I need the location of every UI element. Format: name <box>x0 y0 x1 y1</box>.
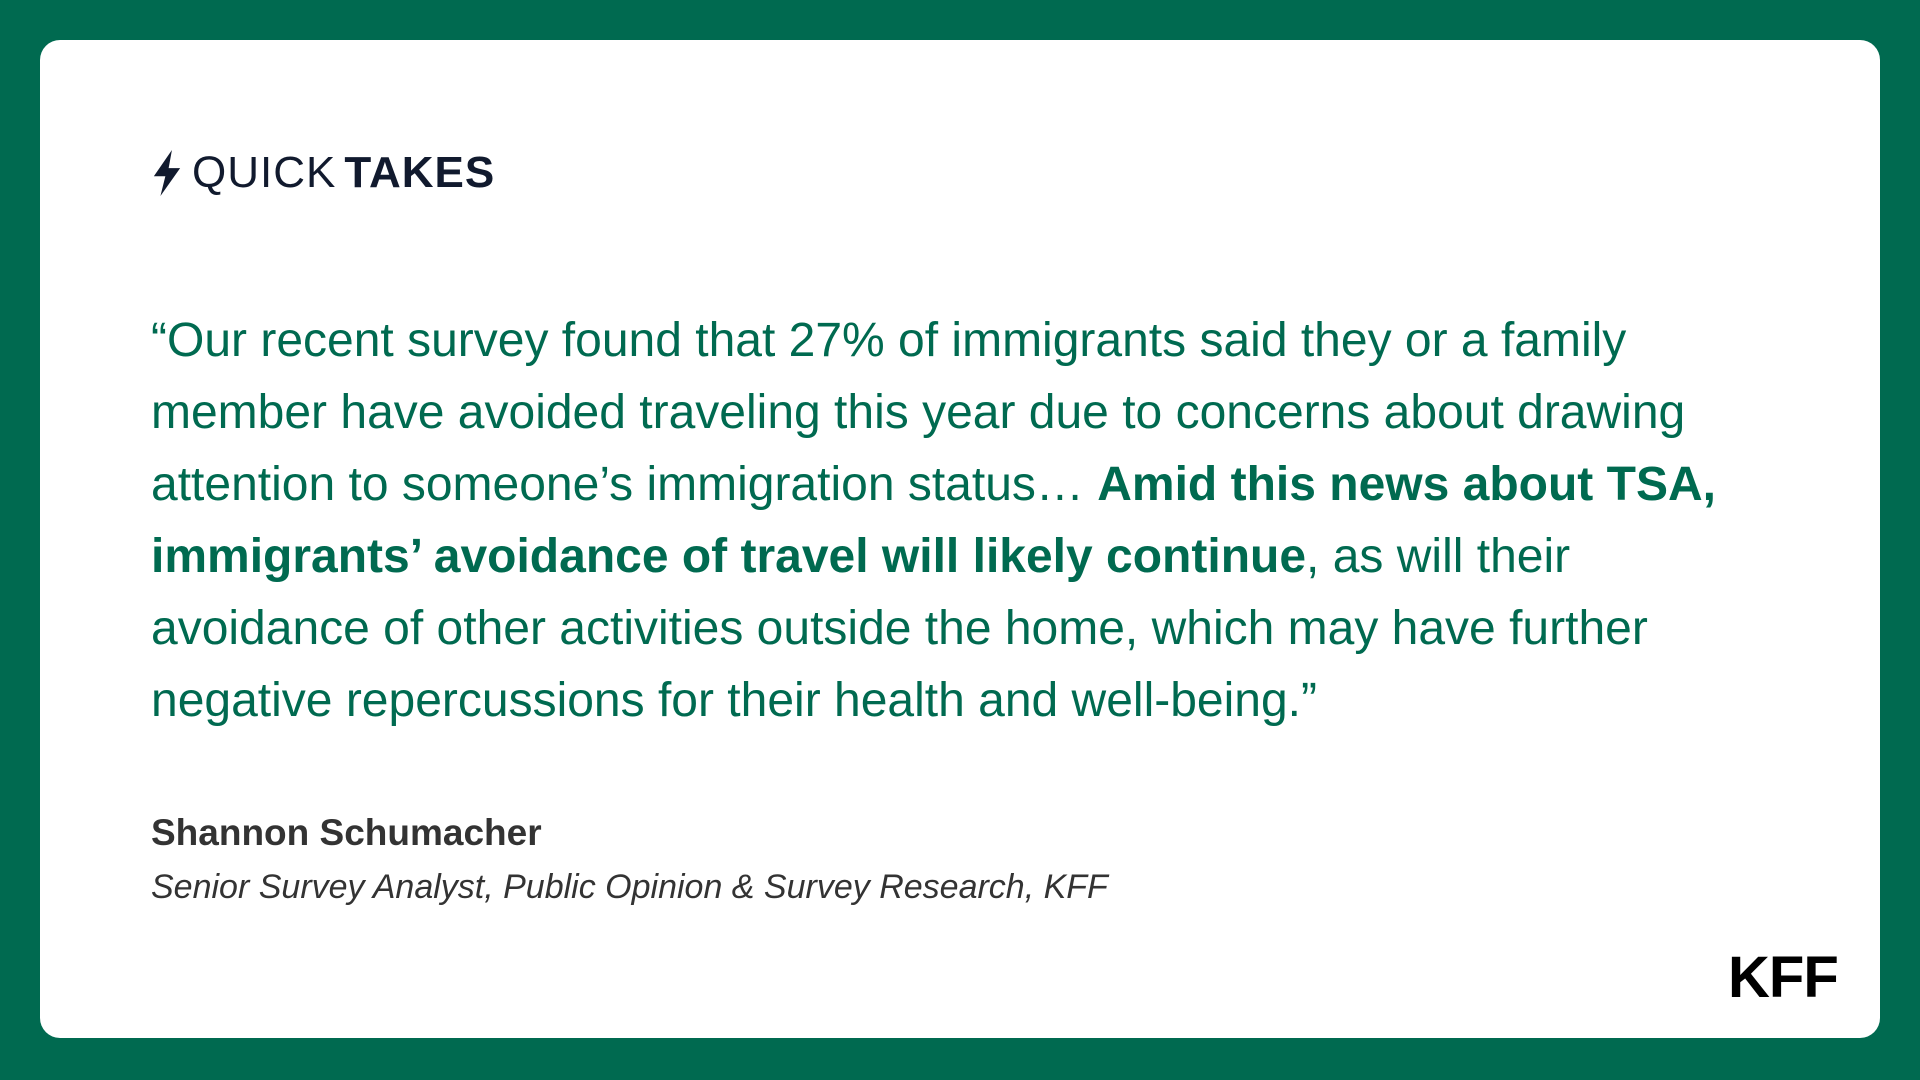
header: QUICK TAKES <box>150 148 495 198</box>
quote: “Our recent survey found that 27% of imm… <box>151 305 1791 737</box>
bolt-icon <box>153 150 181 196</box>
header-title-light: QUICK <box>192 148 337 197</box>
quote-text: , as will their avoidance of other activ… <box>151 530 1648 727</box>
author-role: Senior Survey Analyst, Public Opinion & … <box>151 868 1108 906</box>
logo: KFF <box>1728 945 1839 1010</box>
author-name: Shannon Schumacher <box>151 812 542 853</box>
quote-text: “Our recent survey found that 27% of imm… <box>151 314 1686 511</box>
header-title-bold: TAKES <box>344 148 496 197</box>
quote-bold: Amid this news about TSA, immigrants’ av… <box>151 458 1716 583</box>
quote-card: QUICK TAKES “Our recent survey found tha… <box>40 40 1880 1038</box>
